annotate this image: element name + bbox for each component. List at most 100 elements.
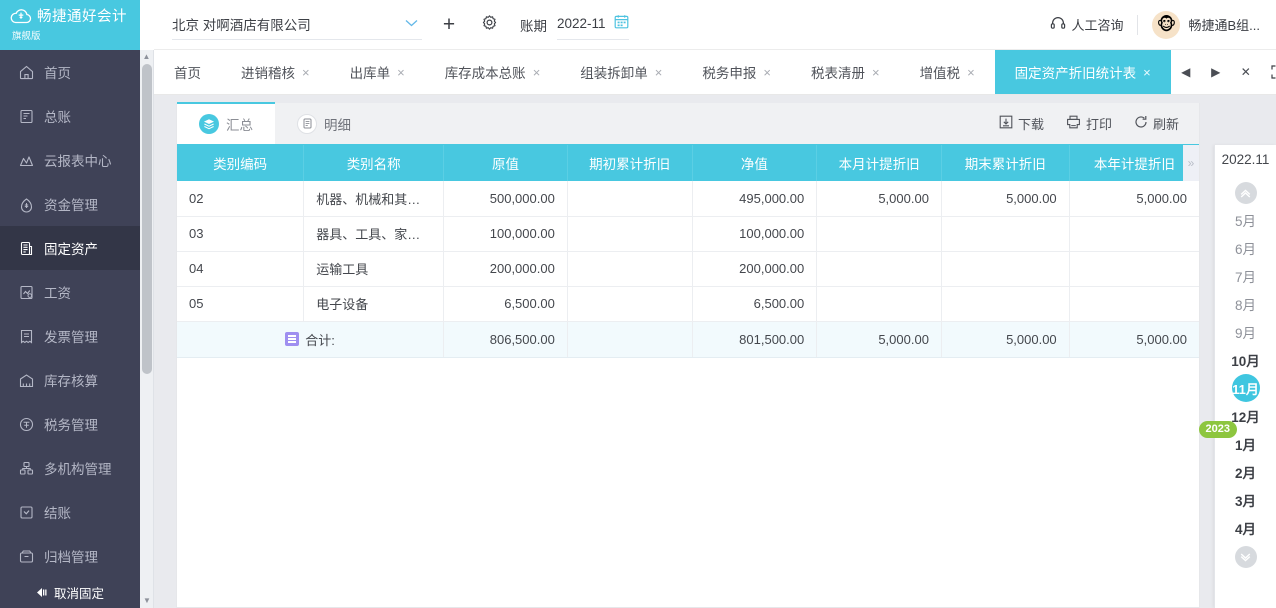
- sidebar-item-funds[interactable]: 资金管理: [0, 182, 140, 226]
- column-header-begin-accumulated[interactable]: 期初累计折旧: [567, 145, 693, 181]
- column-header-net-value[interactable]: 净值: [692, 145, 818, 181]
- column-header-original-value[interactable]: 原值: [443, 145, 568, 181]
- invoice-icon: [18, 328, 35, 345]
- close-icon[interactable]: ×: [302, 64, 310, 80]
- month-item-1[interactable]: 2023 1月: [1198, 421, 1276, 458]
- month-item-8[interactable]: 8月: [1215, 290, 1276, 318]
- month-item-7[interactable]: 7月: [1215, 262, 1276, 290]
- close-icon[interactable]: ×: [532, 64, 541, 80]
- sidebar-item-cloud-reports[interactable]: 云报表中心: [0, 138, 140, 182]
- column-header-code[interactable]: 类别编码: [177, 145, 305, 181]
- user-menu[interactable]: 🐵 畅捷通B组...: [1152, 10, 1260, 39]
- close-all-tabs-icon[interactable]: ✕: [1240, 65, 1251, 79]
- tab-fixed-asset-depreciation-report[interactable]: 固定资产折旧统计表 ×: [994, 50, 1171, 94]
- sidebar-item-label: 云报表中心: [44, 154, 112, 169]
- month-item-9[interactable]: 9月: [1215, 318, 1276, 346]
- unpin-label: 取消固定: [53, 586, 104, 601]
- subtab-detail[interactable]: 明细: [275, 103, 373, 144]
- tab-inventory-cost-ledger[interactable]: 库存成本总账 ×: [425, 50, 561, 94]
- month-label: 3月: [1234, 494, 1256, 509]
- month-item-12[interactable]: 12月: [1215, 402, 1276, 430]
- close-icon[interactable]: ×: [871, 64, 880, 80]
- month-item-6[interactable]: 6月: [1215, 234, 1276, 262]
- tab-label: 首页: [174, 66, 201, 81]
- company-selector[interactable]: 北京 对啊酒店有限公司: [172, 10, 422, 40]
- sidebar-item-payroll[interactable]: 工资: [0, 270, 140, 314]
- brand-subtitle: 旗舰版: [12, 31, 41, 42]
- sidebar-item-fixed-assets[interactable]: 固定资产: [0, 226, 140, 270]
- scroll-up-icon[interactable]: ▲: [142, 52, 151, 61]
- month-item-3[interactable]: 3月: [1215, 486, 1276, 514]
- table-row[interactable]: 04 运输工具 200,000.00 200,000.00: [177, 251, 1199, 287]
- period-label: 账期: [520, 18, 547, 34]
- tab-tax-form-register[interactable]: 税表清册 ×: [791, 50, 900, 94]
- column-header-year-depreciation[interactable]: 本年计提折旧: [1069, 145, 1199, 181]
- settings-button[interactable]: [476, 12, 502, 38]
- print-button[interactable]: 打印: [1066, 114, 1112, 133]
- subtab-summary[interactable]: 汇总: [177, 102, 275, 144]
- sidebar-item-settlement[interactable]: 结账: [0, 490, 140, 534]
- column-header-name[interactable]: 类别名称: [303, 145, 445, 181]
- column-header-month-depreciation[interactable]: 本月计提折旧: [816, 145, 942, 181]
- sidebar-item-archive[interactable]: 归档管理: [0, 534, 140, 578]
- table-row[interactable]: 02 机器、机械和其他生产... 500,000.00 495,000.00 5…: [177, 181, 1199, 217]
- tab-outbound-order[interactable]: 出库单 ×: [330, 50, 425, 94]
- unpin-button[interactable]: 取消固定: [0, 576, 140, 608]
- chevron-double-right-icon[interactable]: »: [1183, 145, 1199, 181]
- user-name: 畅捷通B组...: [1188, 18, 1260, 33]
- download-button[interactable]: 下载: [999, 114, 1044, 133]
- cell-name: 运输工具: [303, 251, 445, 287]
- report-subtabs: 汇总 明细 下载: [177, 102, 1199, 145]
- fullscreen-icon[interactable]: [1261, 50, 1276, 94]
- table-row[interactable]: 03 器具、工具、家具等 100,000.00 100,000.00: [177, 216, 1199, 252]
- close-icon[interactable]: ×: [1143, 64, 1151, 80]
- tab-purchase-sales-audit[interactable]: 进销稽核 ×: [221, 50, 330, 94]
- consult-button[interactable]: 人工咨询: [1050, 15, 1123, 34]
- month-item-5[interactable]: 5月: [1215, 206, 1276, 234]
- consult-label: 人工咨询: [1071, 18, 1124, 33]
- refresh-button[interactable]: 刷新: [1134, 114, 1179, 133]
- month-item-11[interactable]: 11月: [1215, 374, 1276, 402]
- month-label: 6月: [1234, 242, 1256, 257]
- close-icon[interactable]: ×: [763, 64, 771, 80]
- cell-original: 6,500.00: [443, 286, 568, 322]
- triangle-left-icon[interactable]: ◀: [1181, 65, 1191, 79]
- cell-begin-acc: [567, 181, 693, 217]
- avatar: 🐵: [1152, 10, 1181, 39]
- month-item-4[interactable]: 4月: [1215, 514, 1276, 542]
- total-net: 801,500.00: [692, 321, 818, 358]
- tab-tax-filing[interactable]: 税务申报 ×: [682, 50, 791, 94]
- month-item-2[interactable]: 2月: [1215, 458, 1276, 486]
- brand-logo[interactable]: 畅捷通好会计 旗舰版: [0, 0, 140, 50]
- download-icon: [999, 115, 1013, 132]
- sidebar-item-tax[interactable]: 税务管理: [0, 402, 140, 446]
- content-area: 汇总 明细 下载: [154, 95, 1276, 608]
- period-selector[interactable]: 2022-11: [557, 10, 629, 40]
- table-row[interactable]: 05 电子设备 6,500.00 6,500.00: [177, 286, 1199, 322]
- sidebar-item-invoice[interactable]: 发票管理: [0, 314, 140, 358]
- close-icon[interactable]: ×: [967, 64, 975, 80]
- triangle-right-icon[interactable]: ▶: [1211, 65, 1221, 79]
- tab-home[interactable]: 首页: [154, 50, 221, 94]
- tab-assembly-disassembly[interactable]: 组装拆卸单 ×: [560, 50, 682, 94]
- total-icon: [285, 332, 300, 346]
- tab-vat[interactable]: 增值税 ×: [900, 50, 995, 94]
- add-company-button[interactable]: +: [436, 12, 462, 38]
- month-item-10[interactable]: 10月: [1215, 346, 1276, 374]
- close-icon[interactable]: ×: [654, 64, 663, 80]
- chevron-up-circle-icon[interactable]: [1234, 182, 1257, 204]
- close-icon[interactable]: ×: [397, 64, 405, 80]
- sidebar-item-home[interactable]: 首页: [0, 50, 140, 94]
- subtab-label: 明细: [324, 117, 351, 133]
- column-header-end-accumulated[interactable]: 期末累计折旧: [941, 145, 1070, 181]
- current-period-chip[interactable]: 2022.11: [1214, 145, 1276, 173]
- sidebar-scrollbar[interactable]: ▲ ▼: [140, 50, 154, 608]
- chevron-down-circle-icon[interactable]: [1234, 546, 1257, 568]
- sidebar-item-multi-org[interactable]: 多机构管理: [0, 446, 140, 490]
- cell-code: 04: [177, 251, 305, 287]
- cell-net: 100,000.00: [692, 216, 818, 252]
- sidebar-item-ledger[interactable]: 总账: [0, 94, 140, 138]
- scrollbar-thumb[interactable]: [142, 64, 152, 374]
- sidebar-item-inventory[interactable]: 库存核算: [0, 358, 140, 402]
- scroll-down-icon[interactable]: ▼: [143, 596, 151, 605]
